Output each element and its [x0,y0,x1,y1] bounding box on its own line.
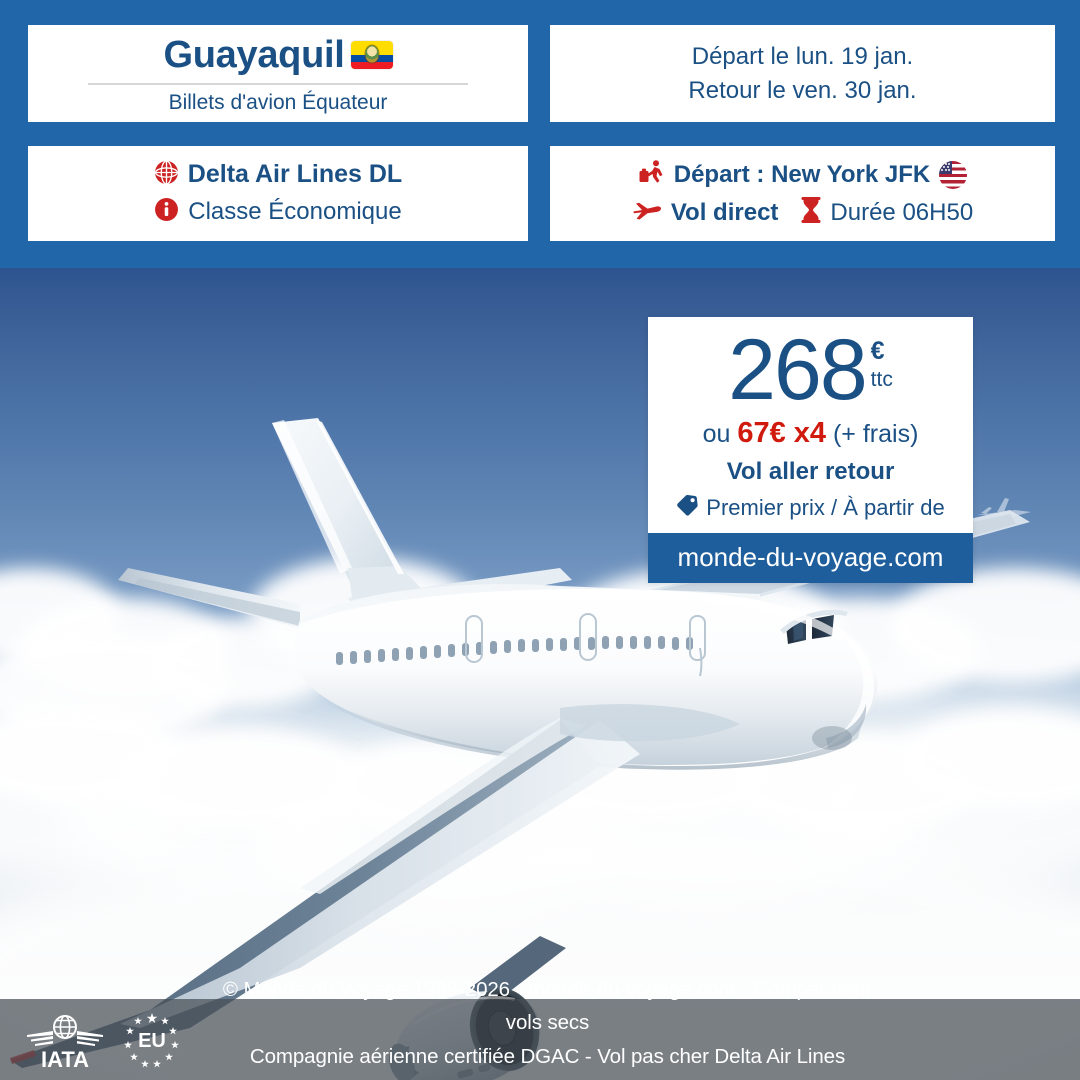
installment-value: 67€ x4 [737,417,827,450]
departure-date: Départ le lun. 19 jan. [691,43,914,71]
footer-bar: IATA [0,978,1080,1080]
footer-line-1: © Monde du Voyage 1999-2026 - monde-du-v… [222,978,873,1035]
flight-direct-label: Vol direct [670,198,779,226]
price-tax-note: ttc [870,368,893,391]
travel-class: Classe Économique [188,198,402,226]
departure-airport: Départ : New York JFK [673,160,931,188]
website-url-bar[interactable]: monde-du-voyage.com [648,533,973,584]
installment-suffix: (+ frais) [832,420,919,449]
traveler-luggage-icon [638,159,665,191]
flight-card: Départ : New York JFK Vol direct Durée [550,146,1055,241]
destination-subtitle: Billets d'avion Équateur [168,91,388,114]
destination-card: Guayaquil Billets d'avion Équateur [28,25,528,122]
iata-logo-icon: IATA [23,1011,107,1072]
price-main-row: 268 € ttc [658,322,963,418]
airline-card: Delta Air Lines DL Classe Économique [28,146,528,241]
price-units: € ttc [871,331,893,396]
tagline-text: Premier prix / À partir de [706,495,945,521]
price-currency: € [870,337,885,365]
installment-row: ou 67€ x4 (+ frais) [658,417,963,450]
eu-label: EU [138,1030,166,1052]
tagline-row: Premier prix / À partir de [658,494,963,521]
price-tag-icon [676,494,698,521]
footer-logos: IATA [0,1011,205,1072]
trip-type: Vol aller retour [726,458,895,486]
hourglass-icon [801,196,821,229]
installment-prefix: ou [702,420,731,449]
destination-city: Guayaquil [163,34,345,76]
flight-duration: Durée 06H50 [830,198,974,226]
airplane-icon [632,198,662,228]
globe-icon [154,159,179,191]
footer-text: © Monde du Voyage 1999-2026 - monde-du-v… [205,973,1080,1080]
distant-airplane-icon [975,493,1035,533]
flight-details-row: Vol direct Durée 06H50 [632,196,974,229]
dates-card: Départ le lun. 19 jan. Retour le ven. 30… [550,25,1055,122]
usa-flag-icon [939,160,968,189]
ecuador-flag-icon [350,41,393,69]
airline-name: Delta Air Lines DL [187,160,403,189]
footer-line-2: Compagnie aérienne certifiée DGAC - Vol … [249,1044,846,1080]
eu-logo-icon: EU [121,1011,183,1069]
price-card: 268 € ttc ou 67€ x4 (+ frais) Vol aller … [648,317,973,584]
info-icon [154,197,179,228]
travel-class-row: Classe Économique [154,197,402,228]
divider [88,83,468,85]
iata-label: IATA [40,1047,88,1069]
destination-title-row: Guayaquil [163,34,393,76]
price-amount: 268 [728,322,867,418]
price-card-body: 268 € ttc ou 67€ x4 (+ frais) Vol aller … [648,317,973,533]
departure-airport-row: Départ : New York JFK [638,159,968,191]
return-date: Retour le ven. 30 jan. [688,76,917,104]
airline-name-row: Delta Air Lines DL [154,159,402,190]
